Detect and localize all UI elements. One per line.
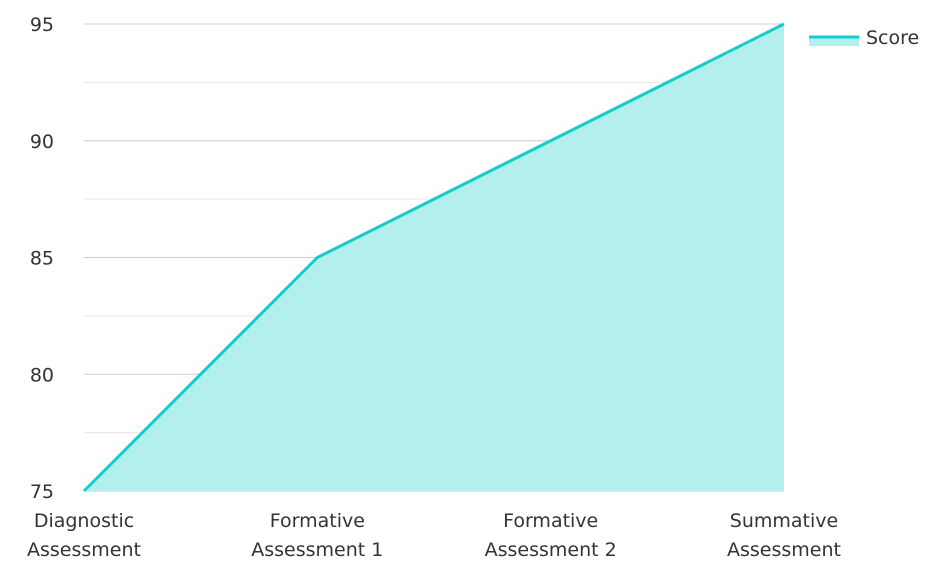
area-series bbox=[82, 22, 785, 493]
area-fill bbox=[84, 24, 784, 491]
legend-swatch-fill bbox=[809, 37, 859, 46]
y-tick-label: 75 bbox=[30, 481, 54, 503]
y-tick-label: 85 bbox=[30, 248, 54, 270]
series-line-score bbox=[82, 22, 785, 493]
y-axis: 75 80 85 90 95 bbox=[30, 14, 54, 503]
legend-label-score: Score bbox=[866, 27, 919, 49]
y-tick-label: 95 bbox=[30, 14, 54, 36]
y-tick-label: 90 bbox=[30, 131, 54, 153]
y-tick-label: 80 bbox=[30, 364, 54, 386]
legend: Score bbox=[809, 27, 919, 49]
x-tick-label: Formative Assessment 2 bbox=[485, 510, 617, 561]
x-tick-label: Formative Assessment 1 bbox=[251, 510, 383, 561]
x-axis: Diagnostic Assessment Formative Assessment … bbox=[27, 510, 841, 561]
x-tick-label: Diagnostic Assessment bbox=[27, 510, 141, 561]
x-tick-label: Summative Assessment bbox=[727, 510, 841, 561]
